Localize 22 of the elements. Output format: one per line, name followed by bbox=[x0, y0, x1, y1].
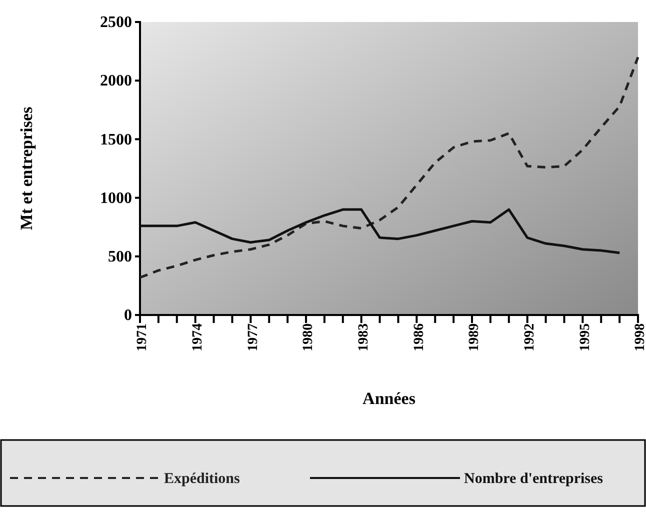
y-tick-label: 1000 bbox=[100, 190, 132, 207]
x-tick-label: 1986 bbox=[412, 323, 427, 352]
y-axis-title: Mt et entreprises bbox=[17, 106, 36, 230]
text: Nombre d'entreprises bbox=[464, 471, 604, 487]
x-tick-label: 1989 bbox=[467, 323, 482, 352]
x-tick-label: 1980 bbox=[301, 323, 316, 352]
x-tick-label: 1992 bbox=[522, 323, 538, 352]
y-tick-label: 1500 bbox=[100, 131, 132, 148]
y-tick-label: 2000 bbox=[100, 72, 132, 90]
x-tick-label: 1971 bbox=[135, 323, 150, 352]
x-tick-label: 1977 bbox=[246, 323, 261, 352]
x-tick-label: 1995 bbox=[578, 323, 593, 352]
text: Expéditions bbox=[164, 471, 240, 487]
line-series bbox=[138, 208, 621, 254]
y-tick-label: 2500 bbox=[100, 14, 132, 32]
x-tick-label: 1974 bbox=[190, 323, 206, 352]
x-axis-title: Années bbox=[362, 389, 416, 408]
x-tick-label: 1983 bbox=[356, 323, 372, 352]
y-tick-label: 0 bbox=[124, 307, 132, 324]
x-tick-label: 1998 bbox=[633, 323, 646, 352]
line-series bbox=[138, 56, 640, 279]
y-tick-label: 500 bbox=[108, 248, 132, 266]
